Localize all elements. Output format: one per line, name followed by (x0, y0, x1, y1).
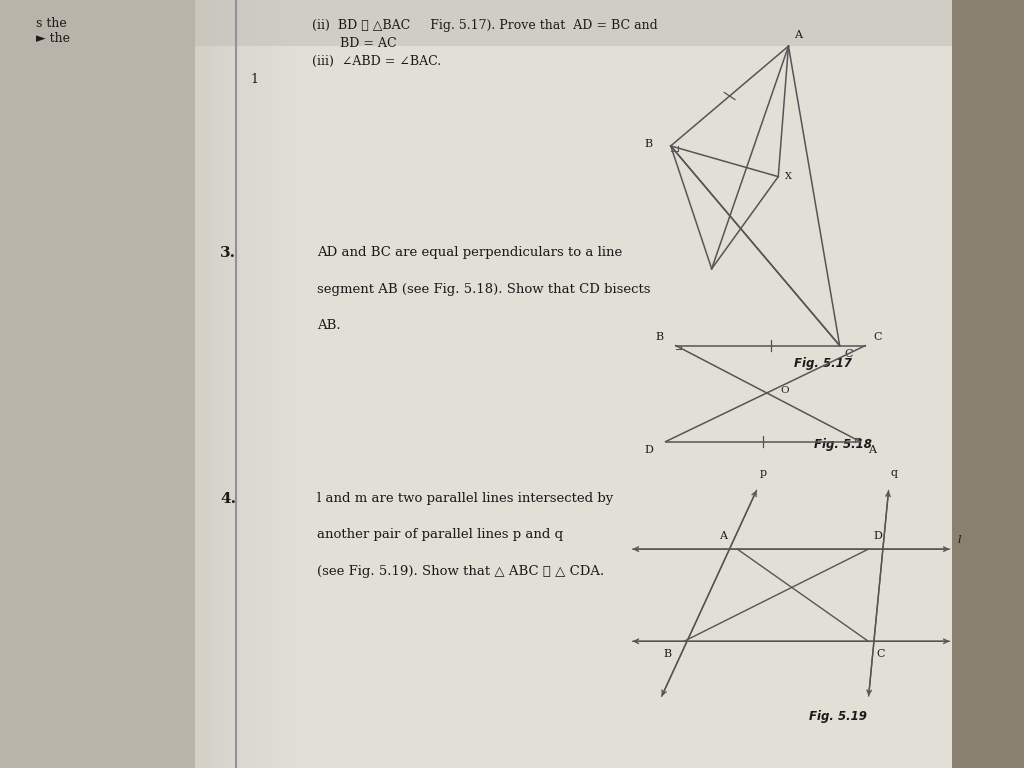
Text: B: B (664, 649, 672, 659)
Text: D: D (644, 445, 653, 455)
Text: A: A (719, 531, 727, 541)
FancyBboxPatch shape (0, 0, 195, 768)
Text: l: l (957, 535, 961, 545)
FancyBboxPatch shape (200, 0, 205, 768)
Text: AD and BC are equal perpendiculars to a line: AD and BC are equal perpendiculars to a … (317, 246, 623, 259)
Text: B: B (655, 332, 664, 342)
Text: segment AB (see Fig. 5.18). Show that CD bisects: segment AB (see Fig. 5.18). Show that CD… (317, 283, 651, 296)
Text: D: D (873, 531, 883, 541)
FancyBboxPatch shape (210, 0, 215, 768)
Text: s the: s the (36, 17, 67, 30)
Text: C: C (845, 349, 853, 359)
Text: Fig. 5.18: Fig. 5.18 (814, 438, 872, 451)
Text: BD = AC: BD = AC (312, 37, 397, 50)
Text: another pair of parallel lines p and q: another pair of parallel lines p and q (317, 528, 563, 541)
Text: 4.: 4. (220, 492, 237, 505)
Text: 1: 1 (251, 73, 259, 86)
Text: O: O (780, 386, 788, 395)
FancyBboxPatch shape (195, 0, 952, 46)
Text: B: B (644, 139, 652, 150)
Text: ► the: ► the (36, 32, 70, 45)
Text: (see Fig. 5.19). Show that △ ABC ≅ △ CDA.: (see Fig. 5.19). Show that △ ABC ≅ △ CDA… (317, 565, 605, 578)
Text: l and m are two parallel lines intersected by: l and m are two parallel lines intersect… (317, 492, 613, 505)
Text: AB.: AB. (317, 319, 341, 333)
Text: Fig. 5.19: Fig. 5.19 (809, 710, 867, 723)
Text: X: X (785, 172, 793, 181)
FancyBboxPatch shape (195, 0, 200, 768)
Text: Fig. 5.17: Fig. 5.17 (794, 357, 852, 370)
Text: q: q (891, 468, 897, 478)
FancyBboxPatch shape (195, 0, 952, 768)
FancyBboxPatch shape (952, 0, 1024, 768)
FancyBboxPatch shape (205, 0, 210, 768)
Text: p: p (760, 468, 766, 478)
Text: C: C (873, 332, 882, 342)
Text: C: C (877, 649, 885, 659)
Text: (ii)  BD ≅ △BAC     Fig. 5.17). Prove that  AD = BC and: (ii) BD ≅ △BAC Fig. 5.17). Prove that AD… (312, 19, 658, 32)
Text: (iii)  ∠ABD = ∠BAC.: (iii) ∠ABD = ∠BAC. (312, 55, 441, 68)
Text: A: A (868, 445, 877, 455)
Text: A: A (794, 30, 802, 40)
Text: 3.: 3. (220, 246, 237, 260)
